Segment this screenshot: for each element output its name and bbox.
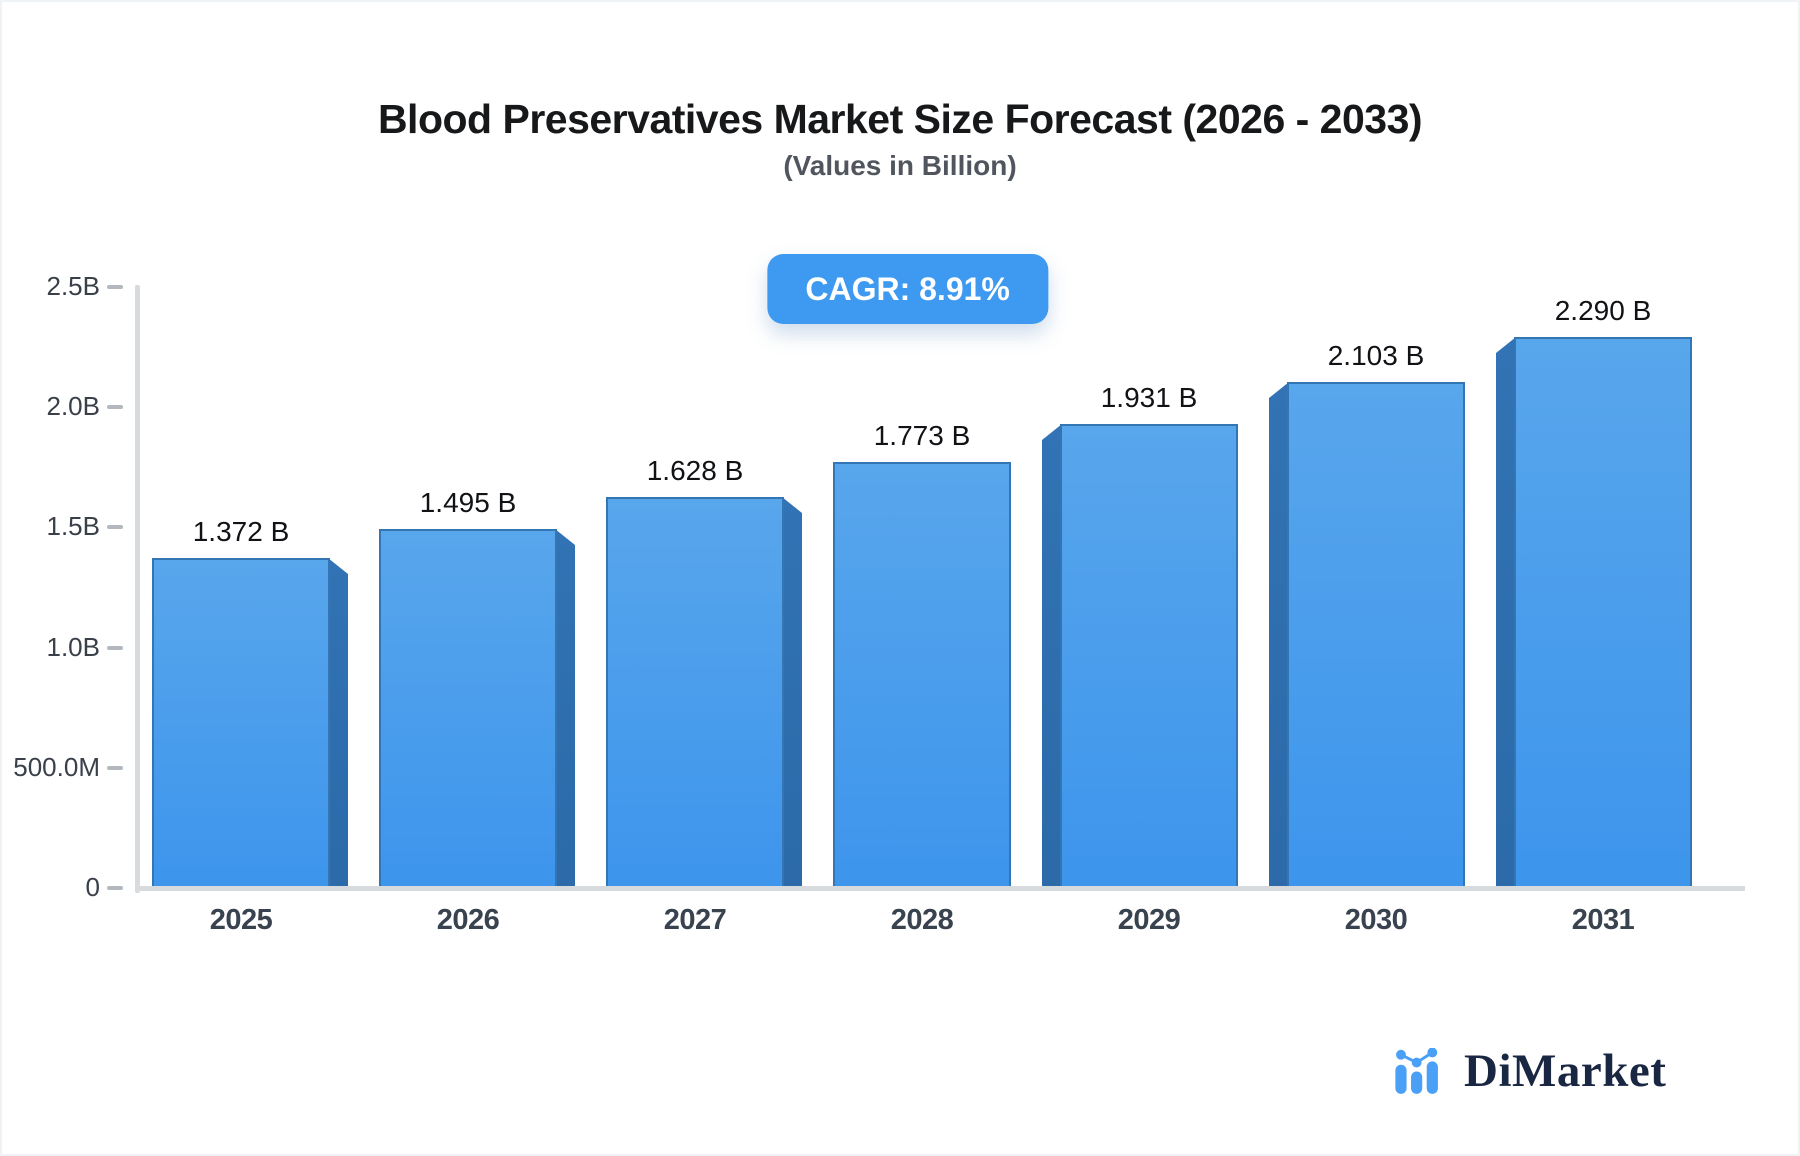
x-axis-label-2028: 2028: [890, 904, 954, 936]
x-axis-label-2025: 2025: [209, 904, 273, 936]
chart-subtitle: (Values in Billion): [783, 150, 1017, 181]
bar-value-label: 1.931 B: [1100, 382, 1198, 413]
y-tick-mark: [107, 645, 123, 650]
bar-value-label: 1.372 B: [192, 516, 290, 547]
bar-value-label: 1.773 B: [873, 420, 971, 451]
bar-2027[interactable]: [606, 497, 784, 888]
bar-2029[interactable]: [1060, 424, 1238, 888]
y-tick-label: 500.0M: [13, 751, 100, 782]
bar-value-label: 1.628 B: [646, 455, 744, 486]
y-tick-label: 2.0B: [46, 391, 101, 422]
logo-text: DiMarket: [1464, 1045, 1667, 1097]
y-tick-label: 1.0B: [46, 631, 101, 662]
bar-chart-logo-icon: [1395, 1047, 1438, 1094]
bar-3d-side: [782, 497, 802, 888]
y-tick-label: 0: [85, 872, 100, 902]
x-axis-label-2027: 2027: [663, 904, 727, 936]
y-tick-label: 1.5B: [46, 511, 101, 542]
bar-value-label: 1.495 B: [419, 487, 517, 518]
bar-2025[interactable]: [152, 558, 330, 888]
y-tick-mark: [107, 525, 123, 530]
bar-3d-side: [1496, 337, 1516, 888]
x-axis-label-2026: 2026: [436, 904, 500, 936]
cagr-badge: CAGR: 8.91%: [767, 254, 1048, 324]
y-tick-mark: [107, 285, 123, 289]
x-axis-label-2030: 2030: [1344, 904, 1408, 936]
bar-2026[interactable]: [379, 529, 557, 888]
y-axis-line: [135, 285, 140, 893]
y-tick-mark: [107, 886, 123, 890]
chart-title: Blood Preservatives Market Size Forecast…: [377, 96, 1423, 142]
x-axis-label-2031: 2031: [1571, 904, 1635, 936]
dimarket-logo: DiMarket: [1392, 1044, 1666, 1098]
bar-3d-side: [555, 529, 575, 888]
x-axis-line: [135, 886, 1745, 891]
bar-value-label: 2.290 B: [1554, 295, 1652, 326]
x-axis-label-2029: 2029: [1117, 904, 1181, 936]
bar-3d-side: [1042, 424, 1062, 888]
bar-2031[interactable]: [1514, 337, 1692, 888]
bar-3d-side: [328, 558, 348, 888]
bar-3d-side: [1269, 382, 1289, 888]
y-tick-mark: [107, 765, 123, 770]
y-tick-mark: [107, 405, 123, 410]
bar-value-label: 2.103 B: [1327, 340, 1425, 371]
bar-2028[interactable]: [833, 462, 1011, 888]
bar-2030[interactable]: [1287, 382, 1465, 888]
y-tick-label: 2.5B: [46, 271, 101, 301]
